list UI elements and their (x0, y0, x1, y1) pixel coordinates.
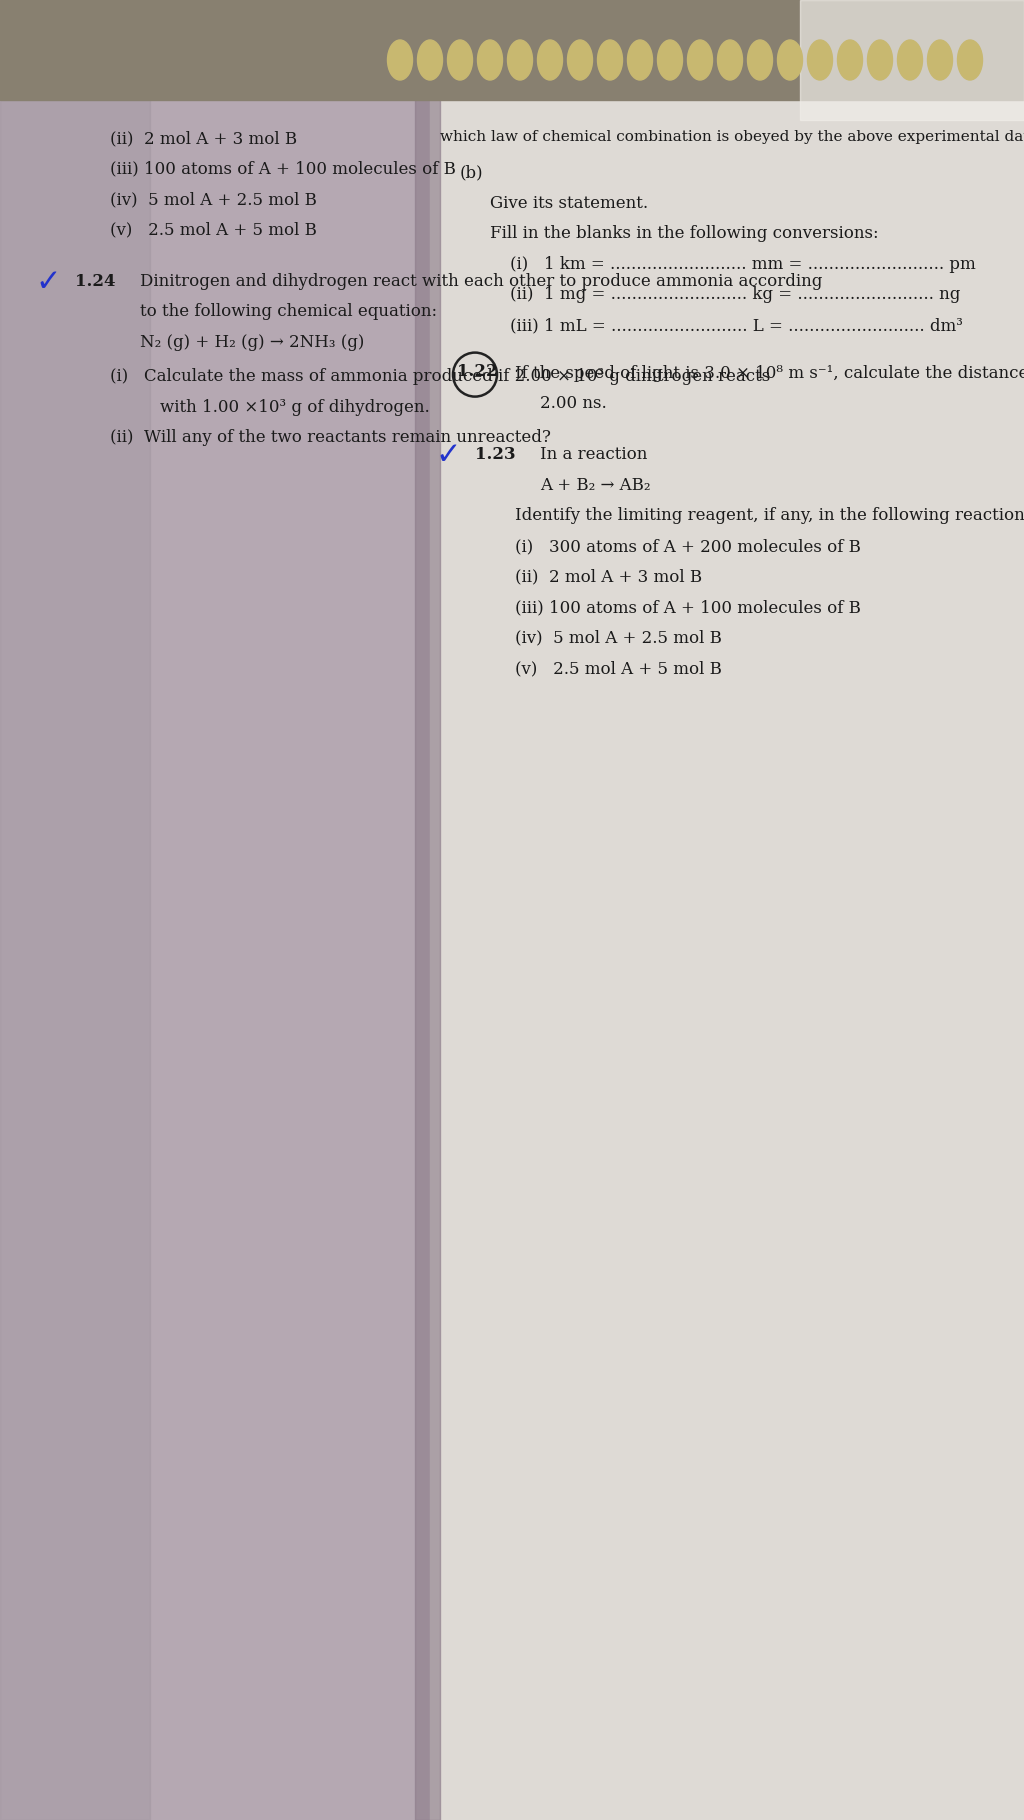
Text: 1.22: 1.22 (457, 362, 498, 380)
Text: (v)   2.5 mol A + 5 mol B: (v) 2.5 mol A + 5 mol B (110, 222, 316, 238)
Bar (0, 0, 150, 1820)
Text: ✓: ✓ (435, 440, 461, 470)
Text: to the following chemical equation:: to the following chemical equation: (140, 304, 437, 320)
Text: (ii)  Will any of the two reactants remain unreacted?: (ii) Will any of the two reactants remai… (110, 430, 551, 446)
Text: 1.24: 1.24 (75, 273, 116, 289)
Text: (i)   300 atoms of A + 200 molecules of B: (i) 300 atoms of A + 200 molecules of B (515, 539, 861, 555)
Ellipse shape (447, 40, 472, 80)
Text: 1.23: 1.23 (475, 446, 516, 464)
Ellipse shape (628, 40, 652, 80)
Ellipse shape (477, 40, 503, 80)
Ellipse shape (897, 40, 923, 80)
Ellipse shape (838, 40, 862, 80)
Bar (800, 0, 1024, 120)
Ellipse shape (387, 40, 413, 80)
Ellipse shape (957, 40, 982, 80)
Ellipse shape (538, 40, 562, 80)
Text: (ii)  2 mol A + 3 mol B: (ii) 2 mol A + 3 mol B (110, 129, 297, 147)
Ellipse shape (748, 40, 772, 80)
Text: If the speed of light is 3.0 × 10⁸ m s⁻¹, calculate the distance covered by ligh: If the speed of light is 3.0 × 10⁸ m s⁻¹… (515, 364, 1024, 382)
Text: Identify the limiting reagent, if any, in the following reaction mixtures.: Identify the limiting reagent, if any, i… (515, 508, 1024, 524)
Text: N₂ (g) + H₂ (g) → 2NH₃ (g): N₂ (g) + H₂ (g) → 2NH₃ (g) (140, 335, 365, 351)
Text: (b): (b) (460, 164, 483, 180)
Ellipse shape (597, 40, 623, 80)
Text: Fill in the blanks in the following conversions:: Fill in the blanks in the following conv… (490, 226, 879, 242)
Bar (430, 0, 1024, 1820)
Text: with 1.00 ×10³ g of dihydrogen.: with 1.00 ×10³ g of dihydrogen. (160, 399, 430, 415)
Ellipse shape (718, 40, 742, 80)
Text: 2.00 ns.: 2.00 ns. (540, 395, 607, 411)
Text: Give its statement.: Give its statement. (490, 195, 648, 211)
Text: (iii) 100 atoms of A + 100 molecules of B: (iii) 100 atoms of A + 100 molecules of … (110, 160, 456, 178)
Ellipse shape (867, 40, 893, 80)
Ellipse shape (508, 40, 532, 80)
Text: ✓: ✓ (35, 268, 60, 297)
Bar (415, 0, 440, 1820)
Text: (iii) 1 mL = .......................... L = .......................... dm³: (iii) 1 mL = .......................... … (510, 317, 963, 335)
Text: (ii)  2 mol A + 3 mol B: (ii) 2 mol A + 3 mol B (515, 568, 702, 586)
Ellipse shape (567, 40, 593, 80)
Ellipse shape (657, 40, 683, 80)
Text: (iii) 100 atoms of A + 100 molecules of B: (iii) 100 atoms of A + 100 molecules of … (515, 599, 861, 617)
Text: A + B₂ → AB₂: A + B₂ → AB₂ (540, 477, 650, 493)
Bar (0, 0, 430, 1820)
Ellipse shape (808, 40, 833, 80)
Text: (v)   2.5 mol A + 5 mol B: (v) 2.5 mol A + 5 mol B (515, 661, 722, 677)
Ellipse shape (418, 40, 442, 80)
Text: (i)   1 km = .......................... mm = .......................... pm: (i) 1 km = .......................... mm… (510, 257, 976, 273)
Text: In a reaction: In a reaction (540, 446, 647, 464)
Text: (iv)  5 mol A + 2.5 mol B: (iv) 5 mol A + 2.5 mol B (515, 630, 722, 646)
Text: (iv)  5 mol A + 2.5 mol B: (iv) 5 mol A + 2.5 mol B (110, 191, 316, 207)
Ellipse shape (687, 40, 713, 80)
Ellipse shape (928, 40, 952, 80)
Ellipse shape (777, 40, 803, 80)
Text: Dinitrogen and dihydrogen react with each other to produce ammonia according: Dinitrogen and dihydrogen react with eac… (140, 273, 822, 289)
Text: (i)   Calculate the mass of ammonia produced if 2.00 × 10³ g dinitrogen reacts: (i) Calculate the mass of ammonia produc… (110, 368, 770, 386)
Text: which law of chemical combination is obeyed by the above experimental data?: which law of chemical combination is obe… (440, 129, 1024, 144)
Text: (ii)  1 mg = .......................... kg = .......................... ng: (ii) 1 mg = .......................... k… (510, 286, 961, 304)
Bar (0, 0, 1024, 100)
